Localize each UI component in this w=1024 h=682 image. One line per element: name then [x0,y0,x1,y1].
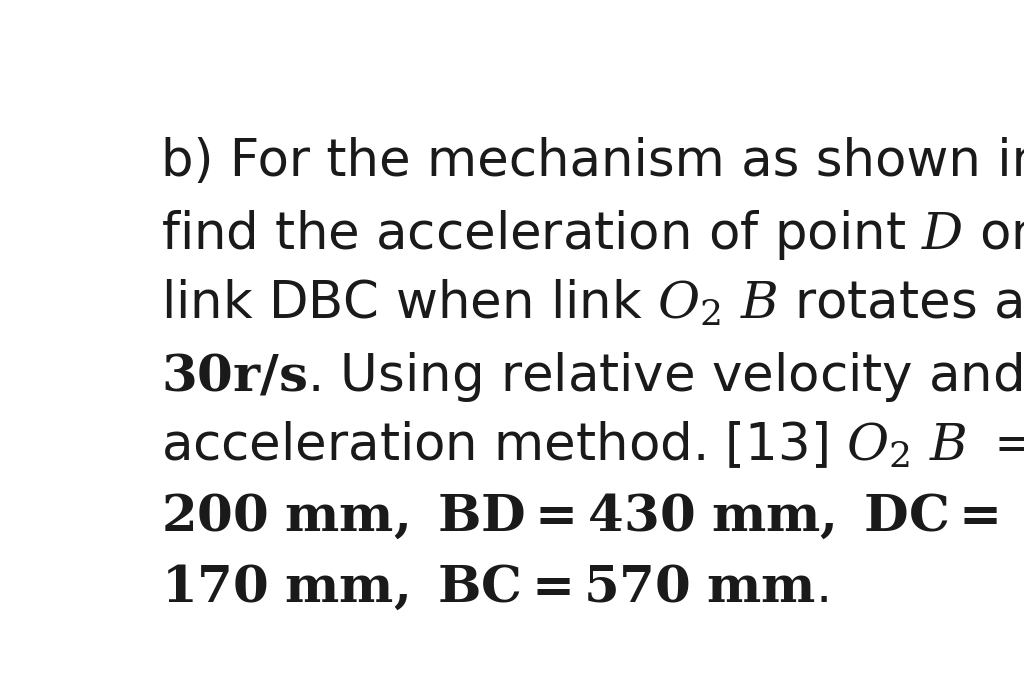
Text: link DBC when link $\mathit{O}_2$ $\mathit{B}$ rotates at: link DBC when link $\mathit{O}_2$ $\math… [162,279,1024,329]
Text: find the acceleration of point $\mathit{D}$ on: find the acceleration of point $\mathit{… [162,208,1024,262]
Text: $\mathbf{30r/s}$. Using relative velocity and: $\mathbf{30r/s}$. Using relative velocit… [162,350,1023,404]
Text: acceleration method. [13] $\mathit{O}_2$ $\mathit{B}$ $=$: acceleration method. [13] $\mathit{O}_2$… [162,421,1024,471]
Text: b) For the mechanism as shown in fig.: b) For the mechanism as shown in fig. [162,137,1024,187]
Text: $\mathbf{170\ mm,\ BC = 570\ mm}$.: $\mathbf{170\ mm,\ BC = 570\ mm}$. [162,563,828,612]
Text: $\mathbf{200\ mm,\ BD = 430\ mm,\ DC =}$: $\mathbf{200\ mm,\ BD = 430\ mm,\ DC =}$ [162,492,998,542]
